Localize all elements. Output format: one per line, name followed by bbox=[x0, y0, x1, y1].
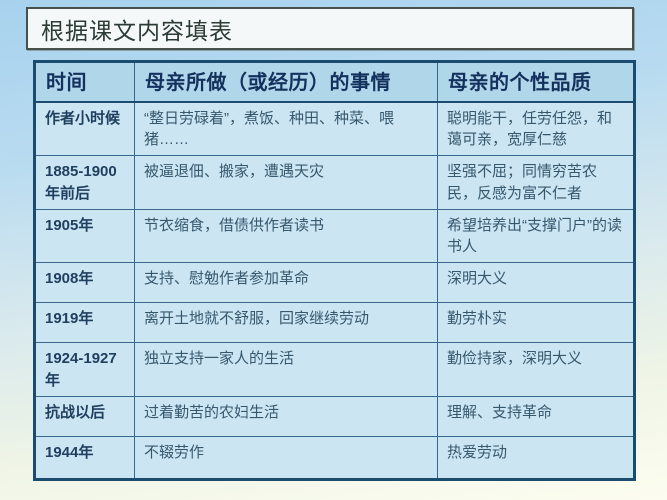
event-cell: 独立支持一家人的生活 bbox=[134, 342, 438, 397]
time-cell: 1919年 bbox=[34, 302, 135, 343]
table-row: 作者小时候 “整日劳碌着”，煮饭、种田、种菜、喂猪…… 聪明能干，任劳任怨，和蔼… bbox=[34, 101, 635, 156]
quality-cell: 聪明能干，任劳任怨，和蔼可亲，宽厚仁慈 bbox=[437, 101, 635, 156]
event-cell: 被逼退佃、搬家，遭遇天灾 bbox=[134, 155, 438, 210]
table-row: 1905年 节衣缩食，借债供作者读书 希望培养出“支撑门户”的读书人 bbox=[34, 208, 635, 263]
quality-cell: 希望培养出“支撑门户”的读书人 bbox=[437, 208, 635, 263]
fill-in-table: 时间 母亲所做（或经历）的事情 母亲的个性品质 作者小时候 “整日劳碌着”，煮饭… bbox=[33, 60, 636, 481]
table-row: 1924-1927年 独立支持一家人的生活 勤俭持家，深明大义 bbox=[34, 342, 635, 397]
header-row: 时间 母亲所做（或经历）的事情 母亲的个性品质 bbox=[34, 61, 635, 103]
time-cell: 1908年 bbox=[34, 262, 135, 303]
time-cell: 1885-1900年前后 bbox=[34, 155, 135, 210]
event-cell: 不辍劳作 bbox=[134, 435, 438, 480]
quality-cell: 理解、支持革命 bbox=[437, 395, 635, 437]
event-cell: “整日劳碌着”，煮饭、种田、种菜、喂猪…… bbox=[134, 101, 438, 156]
quality-cell: 深明大义 bbox=[437, 262, 635, 303]
quality-cell: 坚强不屈；同情穷苦农民，反感为富不仁者 bbox=[437, 155, 635, 210]
quality-cell: 热爱劳动 bbox=[437, 435, 635, 480]
quality-cell: 勤俭持家，深明大义 bbox=[437, 342, 635, 397]
table-row: 1919年 离开土地就不舒服，回家继续劳动 勤劳朴实 bbox=[34, 302, 635, 343]
header-quality: 母亲的个性品质 bbox=[437, 61, 635, 103]
table-row: 1885-1900年前后 被逼退佃、搬家，遭遇天灾 坚强不屈；同情穷苦农民，反感… bbox=[34, 155, 635, 210]
header-event: 母亲所做（或经历）的事情 bbox=[134, 61, 438, 103]
table-row: 1908年 支持、慰勉作者参加革命 深明大义 bbox=[34, 262, 635, 303]
table-row: 抗战以后 过着勤苦的农妇生活 理解、支持革命 bbox=[34, 395, 635, 437]
event-cell: 节衣缩食，借债供作者读书 bbox=[134, 208, 438, 263]
time-cell: 1924-1927年 bbox=[34, 342, 135, 397]
table-row: 1944年 不辍劳作 热爱劳动 bbox=[34, 435, 635, 480]
event-cell: 过着勤苦的农妇生活 bbox=[134, 395, 438, 437]
event-cell: 离开土地就不舒服，回家继续劳动 bbox=[134, 302, 438, 343]
slide-title-box: 根据课文内容填表 bbox=[26, 7, 634, 50]
slide-title: 根据课文内容填表 bbox=[41, 18, 233, 44]
time-cell: 抗战以后 bbox=[34, 395, 135, 437]
event-cell: 支持、慰勉作者参加革命 bbox=[134, 262, 438, 303]
time-cell: 1944年 bbox=[34, 435, 135, 480]
header-time: 时间 bbox=[34, 61, 135, 103]
time-cell: 1905年 bbox=[34, 208, 135, 263]
quality-cell: 勤劳朴实 bbox=[437, 302, 635, 343]
time-cell: 作者小时候 bbox=[34, 101, 135, 156]
